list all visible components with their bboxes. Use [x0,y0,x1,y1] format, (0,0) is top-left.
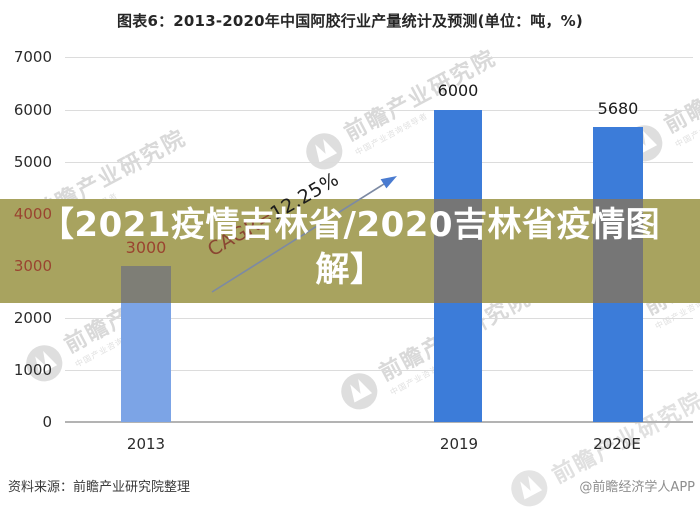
y-tick-label: 0 [42,413,52,431]
bar-2013-under-banner [121,266,171,303]
qianzhan-logo-icon [26,345,63,382]
gridline [65,318,693,319]
y-tick-label: 7000 [13,48,52,66]
x-tick-label-2013: 2013 [126,435,166,453]
y-tick-label: 6000 [13,101,52,119]
gridline [65,110,693,111]
y-tick-label: 4000 [13,205,52,223]
x-axis-line [65,421,693,423]
app-credit: @前瞻经济学人APP [579,480,695,495]
qianzhan-logo-icon [511,470,548,507]
chart-title: 图表6：2013-2020年中国阿胶行业产量统计及预测(单位：吨，%) [117,12,583,30]
qianzhan-logo-icon [306,133,343,170]
data-label-2013: 3000 [125,238,167,257]
watermark: 前瞻产业研究院中国产业咨询领导者 [297,40,507,179]
bar-2020e-under-banner [593,199,643,303]
y-tick-label: 3000 [13,257,52,275]
qianzhan-logo-icon [341,373,378,410]
gridline [65,162,693,163]
gridline [65,370,693,371]
y-tick-label: 5000 [13,153,52,171]
watermark: 前瞻产业研究院 [504,380,700,514]
x-tick-label-2019: 2019 [439,435,479,453]
x-tick-label-2020e: 2020E [593,435,641,453]
y-tick-label: 2000 [13,309,52,327]
y-tick-label: 1000 [13,361,52,379]
data-label-2020e: 5680 [597,99,639,118]
data-source-note: 资料来源：前瞻产业研究院整理 [8,480,191,495]
gridline [65,57,693,58]
watermark-text: 前瞻产业研究院 [660,37,700,139]
data-label-2019: 6000 [437,81,479,100]
overlay-banner-text: 【2021疫情吉林省/2020吉林省疫情图解】 [39,205,661,290]
bar-2019-under-banner [434,199,482,303]
